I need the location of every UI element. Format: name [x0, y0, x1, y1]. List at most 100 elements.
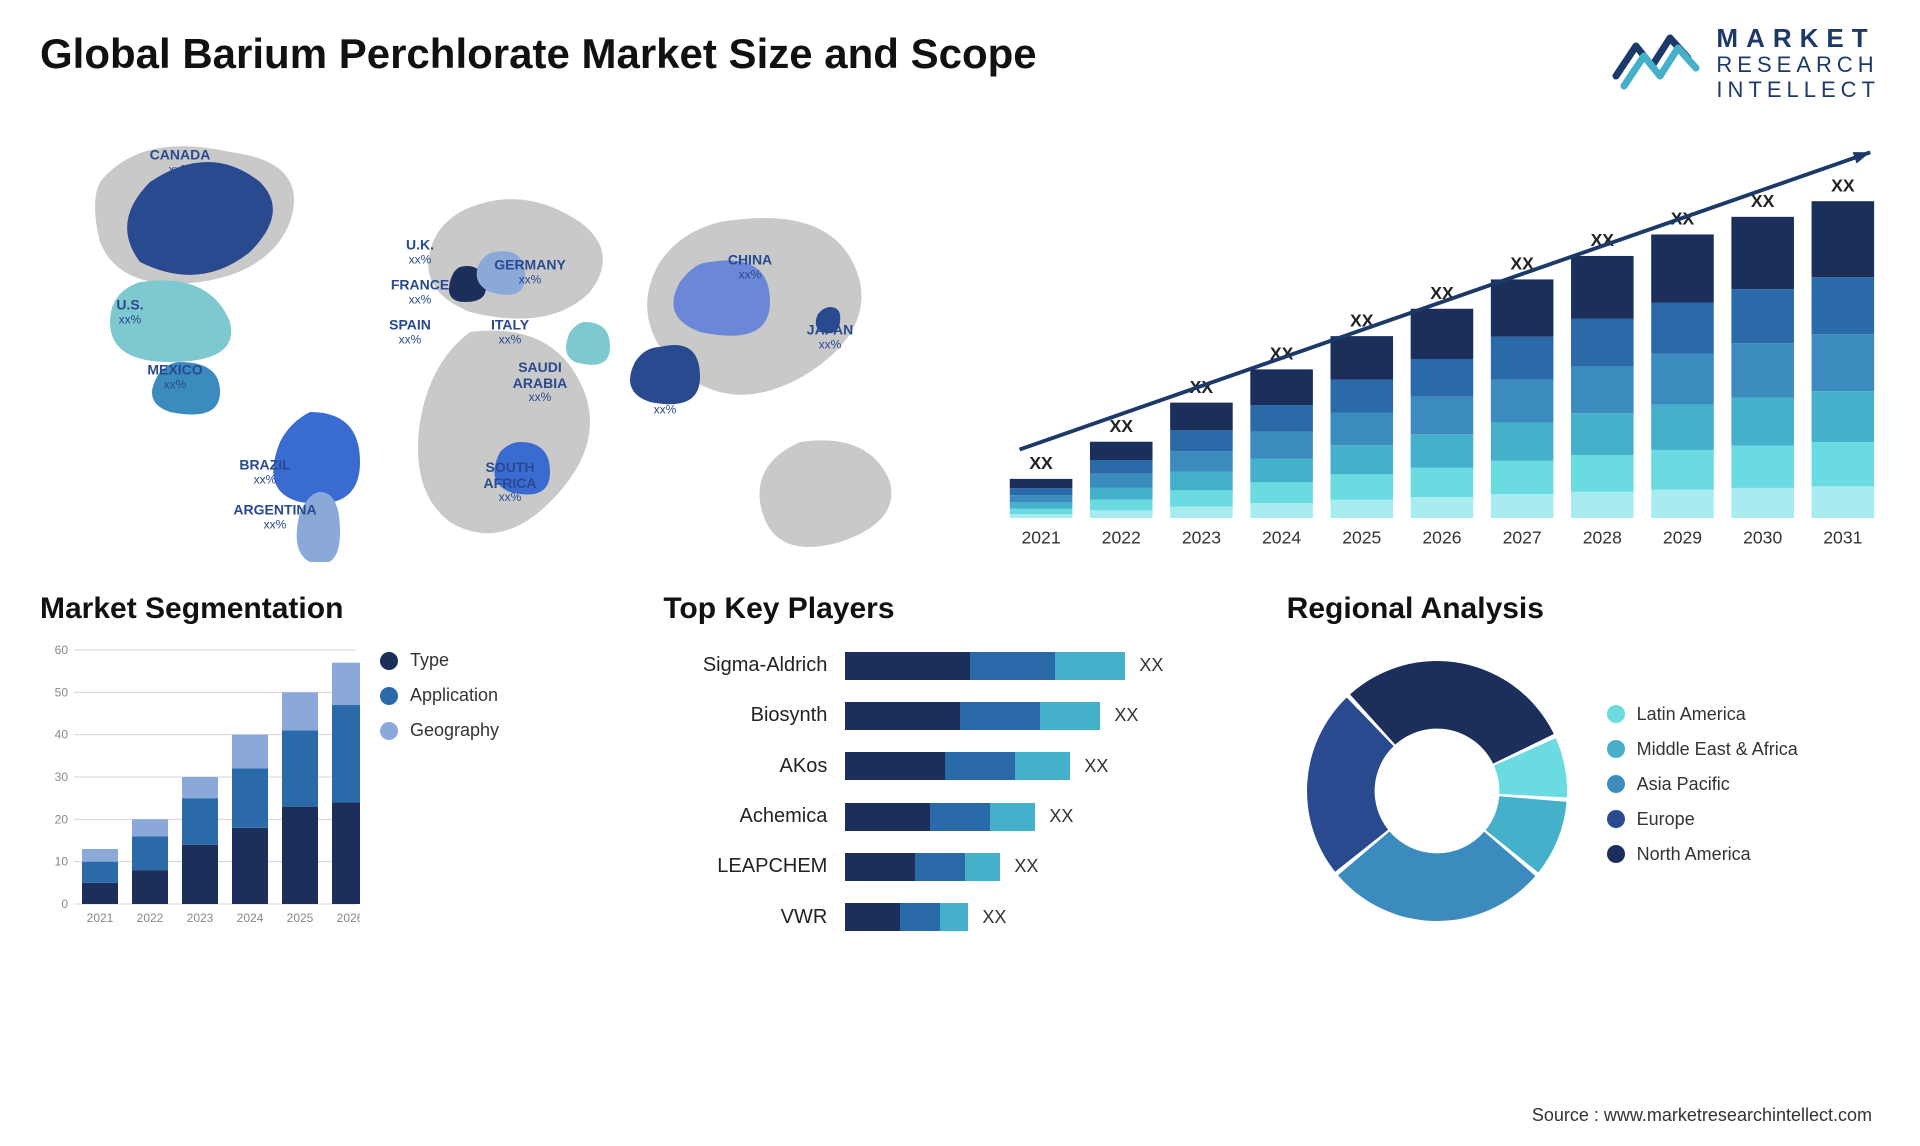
source-label: Source : www.marketresearchintellect.com — [1532, 1105, 1872, 1126]
map-country-label: SAUDIARABIAxx% — [513, 360, 567, 404]
player-bar-seg — [1040, 702, 1100, 730]
svg-text:0: 0 — [61, 897, 68, 911]
svg-text:XX: XX — [1831, 176, 1855, 196]
svg-text:2028: 2028 — [1583, 528, 1622, 548]
player-bar-seg — [845, 803, 930, 831]
player-bar-seg — [945, 752, 1015, 780]
svg-text:40: 40 — [55, 728, 69, 742]
regional-legend-item: North America — [1607, 844, 1880, 865]
legend-dot-icon — [1607, 775, 1625, 793]
legend-label: Middle East & Africa — [1637, 739, 1798, 760]
legend-dot-icon — [380, 687, 398, 705]
regional-donut-svg — [1287, 641, 1587, 941]
legend-dot-icon — [1607, 845, 1625, 863]
svg-text:20: 20 — [55, 813, 69, 827]
legend-dot-icon — [380, 652, 398, 670]
player-bar-row: XX — [845, 901, 1256, 933]
regional-legend-item: Middle East & Africa — [1607, 739, 1880, 760]
regional-legend: Latin AmericaMiddle East & AfricaAsia Pa… — [1607, 704, 1880, 879]
player-name: Sigma-Aldrich — [663, 654, 827, 677]
segmentation-chart: 0102030405060202120222023202420252026 — [40, 640, 360, 942]
brand-logo: MARKET RESEARCH INTELLECT — [1612, 24, 1880, 102]
segmentation-legend: TypeApplicationGeography — [380, 640, 633, 942]
map-country-label: SOUTHAFRICAxx% — [484, 460, 537, 504]
player-bar-seg — [845, 652, 970, 680]
player-bar — [845, 803, 1035, 831]
row-2: Market Segmentation 01020304050602021202… — [40, 592, 1880, 942]
players-bars: XXXXXXXXXXXX — [845, 640, 1256, 942]
player-bar-row: XX — [845, 750, 1256, 782]
map-country-label: GERMANYxx% — [494, 258, 566, 287]
svg-text:2021: 2021 — [1021, 528, 1060, 548]
svg-text:2022: 2022 — [1102, 528, 1141, 548]
player-bar-seg — [845, 752, 945, 780]
player-bar — [845, 853, 1000, 881]
regional-donut — [1287, 641, 1587, 941]
map-country-label: BRAZILxx% — [239, 458, 290, 487]
player-name: Achemica — [663, 805, 827, 828]
map-country-label: CHINAxx% — [728, 253, 772, 282]
player-bar-seg — [1055, 652, 1125, 680]
player-bar-seg — [845, 702, 960, 730]
player-bar-seg — [900, 903, 940, 931]
row-1: CANADAxx%U.S.xx%MEXICOxx%BRAZILxx%ARGENT… — [40, 122, 1880, 562]
player-name: LEAPCHEM — [663, 855, 827, 878]
map-country-label: U.K.xx% — [406, 238, 434, 267]
player-value: XX — [1014, 856, 1038, 877]
player-value: XX — [1084, 756, 1108, 777]
legend-label: Asia Pacific — [1637, 774, 1730, 795]
map-country-label: JAPANxx% — [807, 323, 853, 352]
regional-legend-item: Europe — [1607, 809, 1880, 830]
segmentation-chart-svg: 0102030405060202120222023202420252026 — [40, 640, 360, 930]
map-country-label: U.S.xx% — [116, 298, 143, 327]
logo-line3: INTELLECT — [1716, 78, 1880, 103]
player-bar-seg — [930, 803, 990, 831]
player-bar-seg — [965, 853, 1000, 881]
svg-text:2024: 2024 — [1262, 528, 1301, 548]
player-bar — [845, 752, 1070, 780]
map-country-label: INDIAxx% — [646, 388, 684, 417]
legend-label: Application — [410, 685, 498, 706]
logo-mark-icon — [1612, 24, 1702, 94]
regional-legend-item: Asia Pacific — [1607, 774, 1880, 795]
svg-text:2025: 2025 — [1342, 528, 1381, 548]
header: Global Barium Perchlorate Market Size an… — [40, 30, 1880, 102]
svg-text:2030: 2030 — [1743, 528, 1782, 548]
player-bar-row: XX — [845, 851, 1256, 883]
svg-text:2027: 2027 — [1503, 528, 1542, 548]
growth-chart: XX2021XX2022XX2023XX2024XX2025XX2026XX20… — [1000, 122, 1880, 562]
player-bar — [845, 903, 968, 931]
player-bar-seg — [845, 903, 900, 931]
map-country-label: CANADAxx% — [150, 148, 211, 177]
logo-text: MARKET RESEARCH INTELLECT — [1716, 24, 1880, 102]
map-country-label: ARGENTINAxx% — [233, 503, 316, 532]
player-bar-row: XX — [845, 801, 1256, 833]
svg-text:30: 30 — [55, 770, 69, 784]
player-value: XX — [1114, 705, 1138, 726]
segmentation-panel: Market Segmentation 01020304050602021202… — [40, 592, 633, 942]
svg-text:XX: XX — [1110, 416, 1134, 436]
legend-label: North America — [1637, 844, 1751, 865]
player-name: VWR — [663, 906, 827, 929]
map-country-label: FRANCExx% — [391, 278, 449, 307]
regional-panel: Regional Analysis Latin AmericaMiddle Ea… — [1287, 592, 1880, 942]
legend-label: Europe — [1637, 809, 1695, 830]
growth-chart-svg: XX2021XX2022XX2023XX2024XX2025XX2026XX20… — [1000, 122, 1880, 562]
segmentation-legend-item: Application — [380, 685, 633, 706]
world-map-panel: CANADAxx%U.S.xx%MEXICOxx%BRAZILxx%ARGENT… — [40, 122, 960, 562]
player-bar-seg — [940, 903, 968, 931]
svg-text:2023: 2023 — [187, 911, 214, 925]
svg-text:2026: 2026 — [1422, 528, 1461, 548]
map-country-label: SPAINxx% — [389, 318, 431, 347]
legend-dot-icon — [1607, 705, 1625, 723]
players-panel: Top Key Players Sigma-AldrichBiosynthAKo… — [663, 592, 1256, 942]
svg-text:50: 50 — [55, 686, 69, 700]
svg-text:XX: XX — [1029, 453, 1053, 473]
player-bar-seg — [845, 853, 915, 881]
svg-text:2024: 2024 — [237, 911, 264, 925]
player-bar-seg — [990, 803, 1035, 831]
player-bar-seg — [915, 853, 965, 881]
legend-label: Type — [410, 650, 449, 671]
player-name: AKos — [663, 755, 827, 778]
legend-dot-icon — [1607, 810, 1625, 828]
